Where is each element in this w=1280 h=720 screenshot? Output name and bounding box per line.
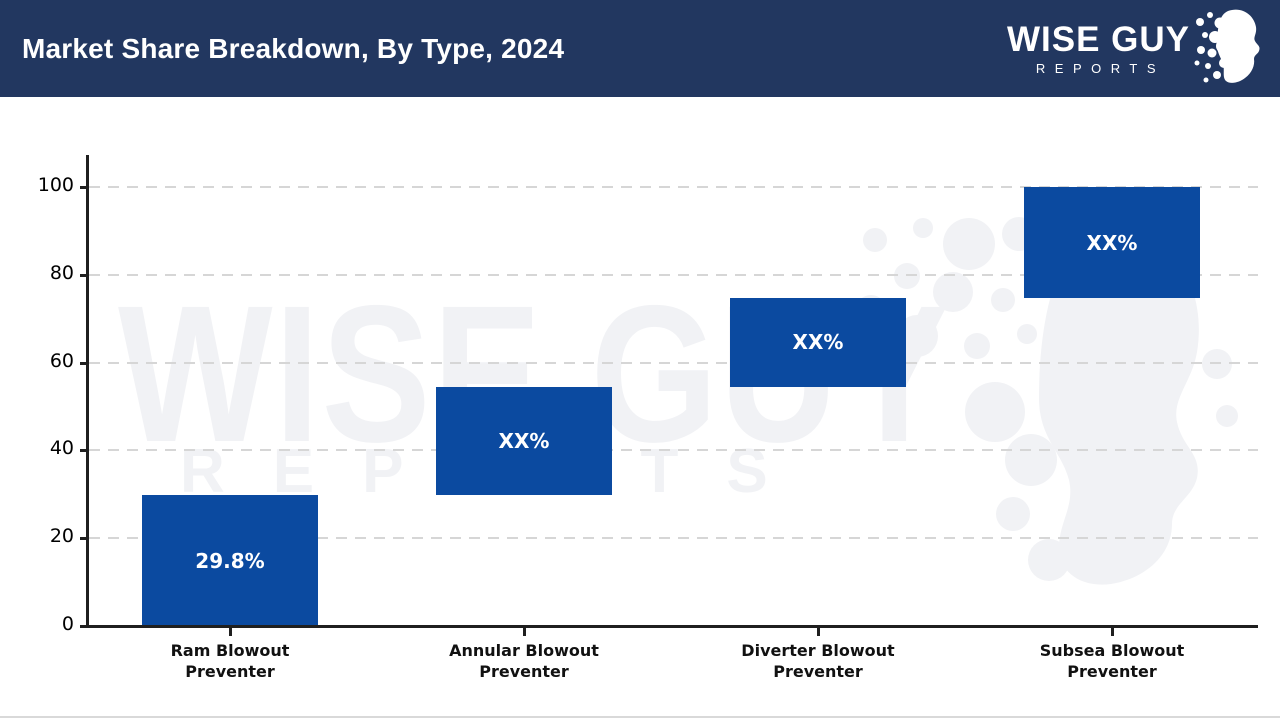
logo-wordmark: WISE GUY — [1006, 20, 1190, 60]
gridline — [89, 449, 1258, 452]
x-tick — [229, 628, 232, 636]
y-tick — [80, 186, 88, 189]
y-tick — [80, 449, 88, 453]
category-label: Annular Blowout Preventer — [449, 641, 599, 682]
ytick-label: 20 — [49, 525, 74, 548]
y-tick — [80, 537, 88, 541]
gridline — [89, 186, 1258, 188]
logo-subtext: REPORTS — [1035, 60, 1166, 76]
gridline — [89, 273, 1258, 276]
bottom-divider — [0, 716, 1280, 718]
logo-text: WISE GUY REPORTS — [1006, 20, 1190, 76]
category-label: Subsea Blowout Preventer — [1039, 641, 1185, 682]
ytick-label: 0 — [61, 613, 74, 635]
ytick-label: 40 — [49, 437, 74, 460]
ytick-label: 100 — [37, 174, 74, 196]
x-tick — [817, 628, 820, 636]
y-axis — [86, 155, 89, 628]
bar-value-label: 29.8% — [195, 548, 265, 573]
watermark-face-icon — [856, 217, 1238, 585]
x-axis — [86, 625, 1258, 628]
ytick-label: 80 — [49, 261, 74, 284]
wiseguy-logo: WISE GUY REPORTS — [1007, 6, 1266, 92]
category-label: Ram Blowout Preventer — [170, 641, 290, 682]
bar-value-label: XX% — [792, 330, 844, 355]
bar-segment: 29.8% — [142, 495, 318, 626]
x-tick — [523, 628, 526, 636]
gridline — [89, 537, 1258, 540]
bar-segment: XX% — [1024, 187, 1200, 299]
header-banner: Market Share Breakdown, By Type, 2024 WI… — [0, 0, 1280, 97]
category-label: Diverter Blowout Preventer — [741, 641, 895, 682]
y-tick — [80, 361, 88, 365]
chart-title: Market Share Breakdown, By Type, 2024 — [22, 32, 565, 64]
x-tick — [1111, 628, 1114, 636]
bar-segment: XX% — [730, 298, 906, 387]
logo-face-icon — [1194, 9, 1260, 83]
y-tick — [80, 273, 88, 277]
ytick-label: 60 — [49, 349, 74, 372]
bar-value-label: XX% — [1086, 230, 1138, 255]
y-tick — [80, 625, 88, 628]
bar-segment: XX% — [436, 386, 612, 496]
bar-value-label: XX% — [498, 428, 550, 453]
gridline — [89, 361, 1258, 364]
